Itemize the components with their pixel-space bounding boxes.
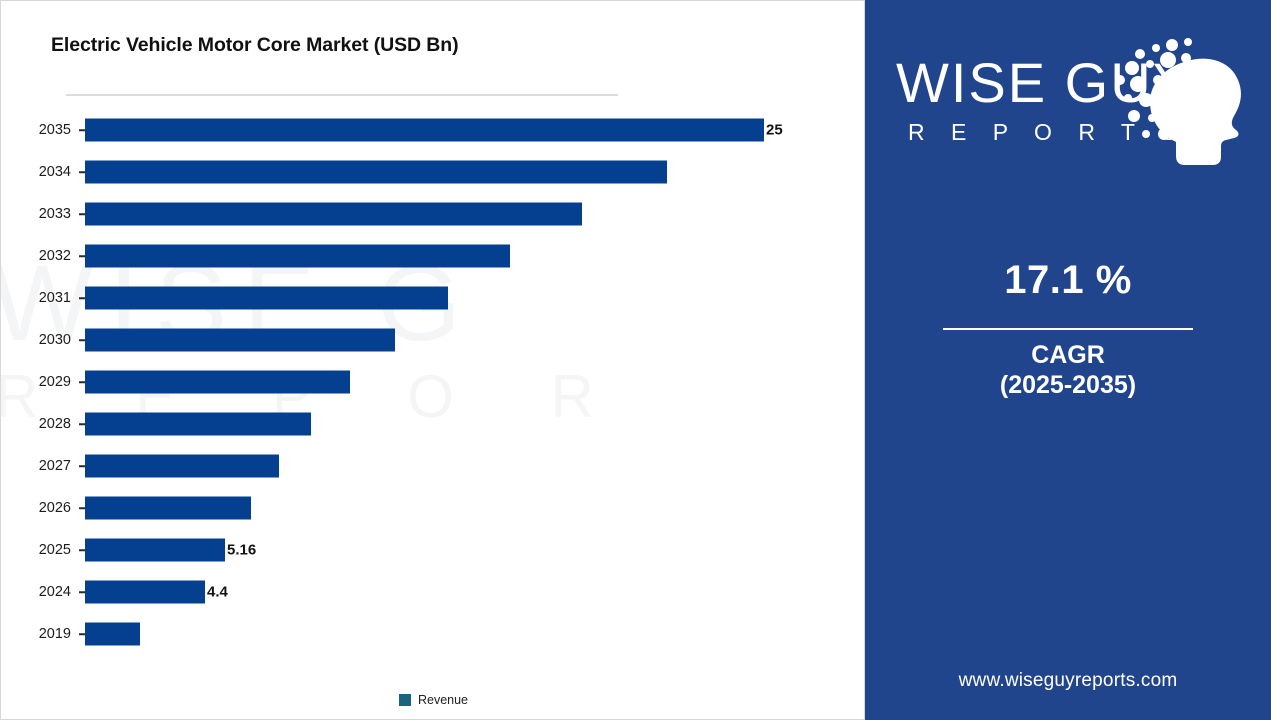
- cagr-label: CAGR: [1031, 341, 1105, 369]
- bar-track: [85, 487, 864, 529]
- y-axis-label: 2035: [38, 122, 71, 138]
- bar-row: 2032: [1, 235, 864, 277]
- bar-row: 2027: [1, 445, 864, 487]
- y-axis-label: 2029: [38, 374, 71, 390]
- bar-track: [85, 445, 864, 487]
- y-axis-tick: [79, 591, 85, 593]
- y-axis-label-wrap: 2033: [1, 193, 79, 235]
- bar-value-2035: 25: [766, 121, 783, 139]
- y-axis-tick: [79, 339, 85, 341]
- wiseguy-logo: WISE GUY R E P O R T S: [865, 28, 1271, 178]
- bar-track: 25: [85, 109, 864, 151]
- y-axis-tick: [79, 633, 85, 635]
- y-axis-tick: [79, 423, 85, 425]
- y-axis-label: 2032: [38, 248, 71, 264]
- y-axis-tick: [79, 507, 85, 509]
- bar-track: [85, 151, 864, 193]
- y-axis-tick: [79, 549, 85, 551]
- bar-track: 4.4: [85, 571, 864, 613]
- bar-track: [85, 361, 864, 403]
- y-axis-label: 2024: [38, 584, 71, 600]
- bar-2019[interactable]: [85, 622, 140, 646]
- bar-track: [85, 319, 864, 361]
- y-axis-tick: [79, 129, 85, 131]
- y-axis-label-wrap: 2035: [1, 109, 79, 151]
- cagr-divider: [943, 328, 1193, 330]
- y-axis-label: 2026: [38, 500, 71, 516]
- bar-row: 2034: [1, 151, 864, 193]
- y-axis-label-wrap: 2028: [1, 403, 79, 445]
- bar-2033[interactable]: [85, 202, 582, 226]
- y-axis-label: 2019: [38, 626, 71, 642]
- bar-2027[interactable]: [85, 454, 279, 478]
- bar-value-2024: 4.4: [207, 583, 228, 601]
- bar-2025[interactable]: [85, 538, 225, 562]
- y-axis-tick: [79, 171, 85, 173]
- chart-panel: WISE G R E P O R Electric Vehicle Motor …: [0, 0, 865, 720]
- bar-row: 2024 4.4: [1, 571, 864, 613]
- y-axis-label: 2034: [38, 164, 71, 180]
- y-axis-label-wrap: 2032: [1, 235, 79, 277]
- y-axis-label: 2025: [38, 542, 71, 558]
- bar-row: 2028: [1, 403, 864, 445]
- bar-value-2025: 5.16: [227, 541, 257, 559]
- y-axis-label-wrap: 2026: [1, 487, 79, 529]
- y-axis-label: 2028: [38, 416, 71, 432]
- y-axis-label-wrap: 2030: [1, 319, 79, 361]
- bar-row: 2025 5.16: [1, 529, 864, 571]
- y-axis-tick: [79, 255, 85, 257]
- bar-2029[interactable]: [85, 370, 350, 394]
- y-axis-label-wrap: 2024: [1, 571, 79, 613]
- bar-track: [85, 613, 864, 655]
- bar-row: 2031: [1, 277, 864, 319]
- y-axis-label: 2027: [38, 458, 71, 474]
- bar-chart-plot: 2035 25 2034 2033 2032 2031 2030 2029 2028 2027 20…: [1, 109, 864, 669]
- cagr-value: 17.1 %: [1004, 258, 1132, 302]
- y-axis-tick: [79, 213, 85, 215]
- bar-track: 5.16: [85, 529, 864, 571]
- legend-label-revenue: Revenue: [417, 693, 469, 707]
- y-axis-label: 2033: [38, 206, 71, 222]
- bar-row: 2019: [1, 613, 864, 655]
- bar-row: 2033: [1, 193, 864, 235]
- bar-2024[interactable]: [85, 580, 205, 604]
- chart-legend: Revenue: [1, 693, 864, 707]
- y-axis-label-wrap: 2034: [1, 151, 79, 193]
- bar-row: 2026: [1, 487, 864, 529]
- bar-row: 2035 25: [1, 109, 864, 151]
- bar-2035[interactable]: [85, 118, 764, 142]
- bar-track: [85, 277, 864, 319]
- y-axis-tick: [79, 465, 85, 467]
- bar-row: 2029: [1, 361, 864, 403]
- bar-2034[interactable]: [85, 160, 667, 184]
- bar-track: [85, 235, 864, 277]
- cagr-period: (2025-2035): [999, 371, 1137, 399]
- y-axis-label-wrap: 2025: [1, 529, 79, 571]
- y-axis-label-wrap: 2019: [1, 613, 79, 655]
- side-panel: WISE GUY R E P O R T S: [865, 0, 1271, 720]
- bar-2031[interactable]: [85, 286, 448, 310]
- y-axis-label: 2031: [38, 290, 71, 306]
- bar-2028[interactable]: [85, 412, 311, 436]
- y-axis-label-wrap: 2029: [1, 361, 79, 403]
- y-axis-tick: [79, 381, 85, 383]
- y-axis-label-wrap: 2031: [1, 277, 79, 319]
- bar-track: [85, 403, 864, 445]
- bar-2030[interactable]: [85, 328, 395, 352]
- y-axis-label-wrap: 2027: [1, 445, 79, 487]
- bar-2032[interactable]: [85, 244, 510, 268]
- title-divider: [66, 94, 618, 96]
- svg-text:R E P O R T S: R E P O R T S: [908, 119, 1186, 145]
- y-axis-label: 2030: [38, 332, 71, 348]
- bar-2026[interactable]: [85, 496, 251, 520]
- legend-swatch-revenue: [398, 694, 411, 706]
- y-axis-tick: [79, 297, 85, 299]
- website-url: www.wiseguyreports.com: [958, 670, 1178, 691]
- bar-row: 2030: [1, 319, 864, 361]
- chart-title: Electric Vehicle Motor Core Market (USD …: [51, 34, 459, 56]
- bar-track: [85, 193, 864, 235]
